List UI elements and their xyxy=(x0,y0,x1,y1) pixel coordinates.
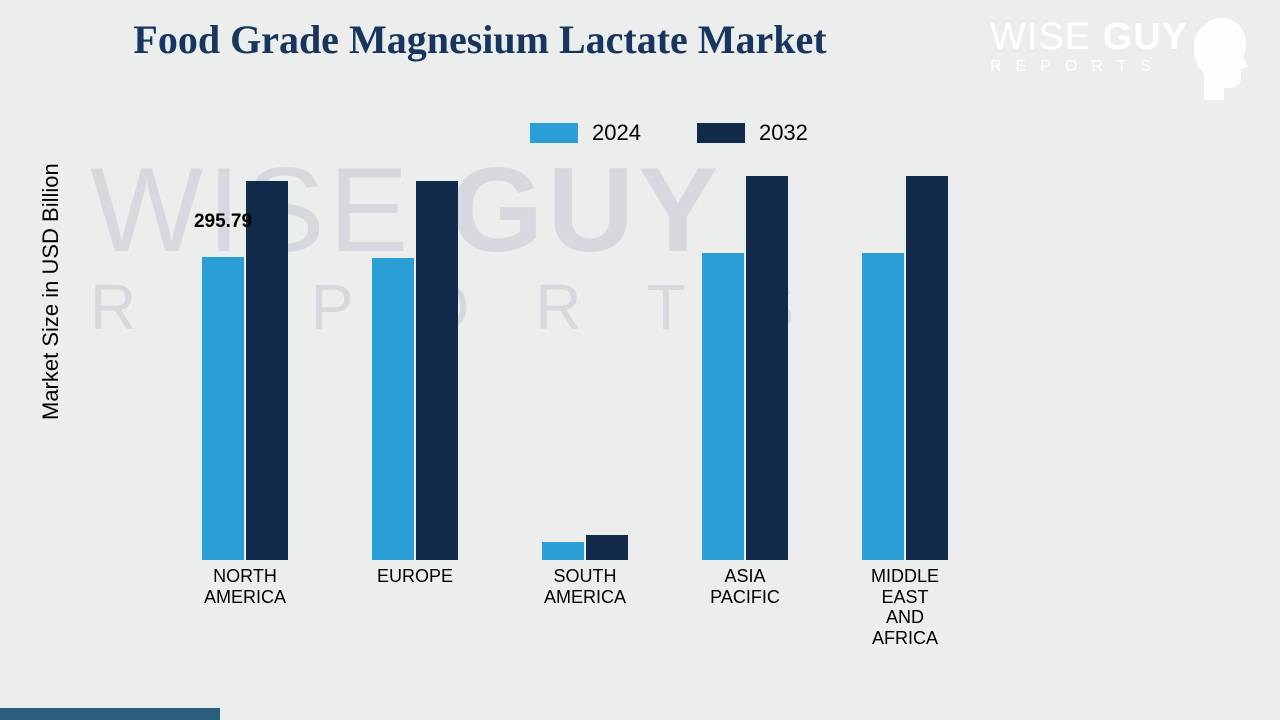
brain-head-icon xyxy=(1190,12,1254,102)
brand-logo: WISE GUY REPORTS xyxy=(990,18,1250,76)
bar xyxy=(372,258,414,560)
accent-bar xyxy=(0,708,220,720)
legend-item: 2032 xyxy=(697,120,808,146)
bar xyxy=(416,181,458,560)
category-label: ASIAPACIFIC xyxy=(680,566,810,607)
category-label: NORTHAMERICA xyxy=(180,566,310,607)
y-axis-label: Market Size in USD Billion xyxy=(38,163,64,420)
legend: 2024 2032 xyxy=(530,120,808,146)
chart-title: Food Grade Magnesium Lactate Market xyxy=(0,16,960,63)
bar xyxy=(746,176,788,560)
bar xyxy=(542,542,584,560)
category-label: EUROPE xyxy=(350,566,480,587)
category-label: MIDDLEEASTANDAFRICA xyxy=(840,566,970,649)
bar xyxy=(246,181,288,560)
bar xyxy=(862,253,904,561)
bar xyxy=(906,176,948,560)
page: WISE GUY REPORTS WISE GUY REPORTS Food G… xyxy=(0,0,1280,720)
bar xyxy=(202,257,244,560)
legend-item: 2024 xyxy=(530,120,641,146)
bar xyxy=(586,535,628,560)
value-label: 295.79 xyxy=(194,211,252,233)
bar xyxy=(702,253,744,561)
plot-area: 295.79 xyxy=(120,150,960,560)
category-axis: NORTHAMERICA EUROPE SOUTHAMERICA ASIAPACIFI… xyxy=(120,560,960,680)
category-label: SOUTHAMERICA xyxy=(520,566,650,607)
bar-chart: Market Size in USD Billion 2024 2032 295… xyxy=(60,120,970,680)
